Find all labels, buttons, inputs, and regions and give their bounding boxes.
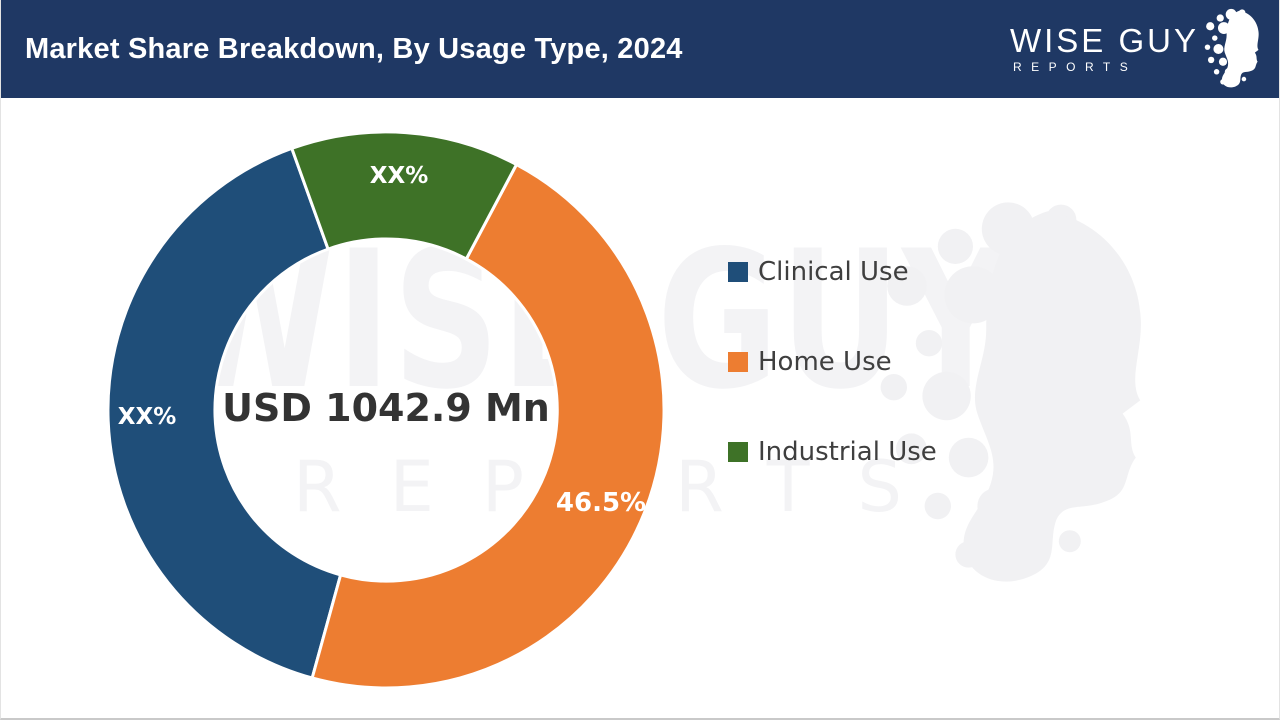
legend-label: Clinical Use bbox=[758, 257, 909, 287]
slice-industrial-use bbox=[290, 130, 518, 261]
donut-chart: XX% 46.5% XX% USD 1042.9 Mn bbox=[106, 130, 666, 690]
wiseguy-head-icon bbox=[1204, 8, 1259, 88]
donut-center-value: USD 1042.9 Mn bbox=[222, 386, 550, 430]
slice-label-industrial: XX% bbox=[369, 163, 429, 189]
legend-swatch-industrial-icon bbox=[728, 442, 748, 462]
slice-home-use bbox=[310, 163, 666, 690]
watermark-head-icon bbox=[880, 202, 1141, 582]
legend-item-home-use: Home Use bbox=[728, 347, 937, 377]
chart-area: WISE GUY REPORTS XX% 46.5% bbox=[1, 98, 1279, 718]
page-title: Market Share Breakdown, By Usage Type, 2… bbox=[25, 32, 683, 65]
logo-subtitle: REPORTS bbox=[1012, 60, 1138, 74]
wiseguy-logo: WISE GUY REPORTS bbox=[1010, 8, 1279, 90]
legend-label: Industrial Use bbox=[758, 437, 937, 467]
donut-svg bbox=[106, 130, 666, 690]
legend-swatch-clinical-icon bbox=[728, 262, 748, 282]
header: Market Share Breakdown, By Usage Type, 2… bbox=[1, 0, 1279, 98]
slice-label-home: 46.5% bbox=[555, 488, 647, 518]
slice-label-clinical: XX% bbox=[117, 404, 177, 430]
legend: Clinical Use Home Use Industrial Use bbox=[728, 257, 937, 527]
legend-item-clinical-use: Clinical Use bbox=[728, 257, 937, 287]
legend-label: Home Use bbox=[758, 347, 892, 377]
logo-text: WISE GUY REPORTS bbox=[1010, 24, 1199, 74]
legend-swatch-home-icon bbox=[728, 352, 748, 372]
legend-item-industrial-use: Industrial Use bbox=[728, 437, 937, 467]
logo-wordmark: WISE GUY bbox=[1009, 22, 1199, 59]
slice-clinical-use bbox=[106, 146, 343, 680]
